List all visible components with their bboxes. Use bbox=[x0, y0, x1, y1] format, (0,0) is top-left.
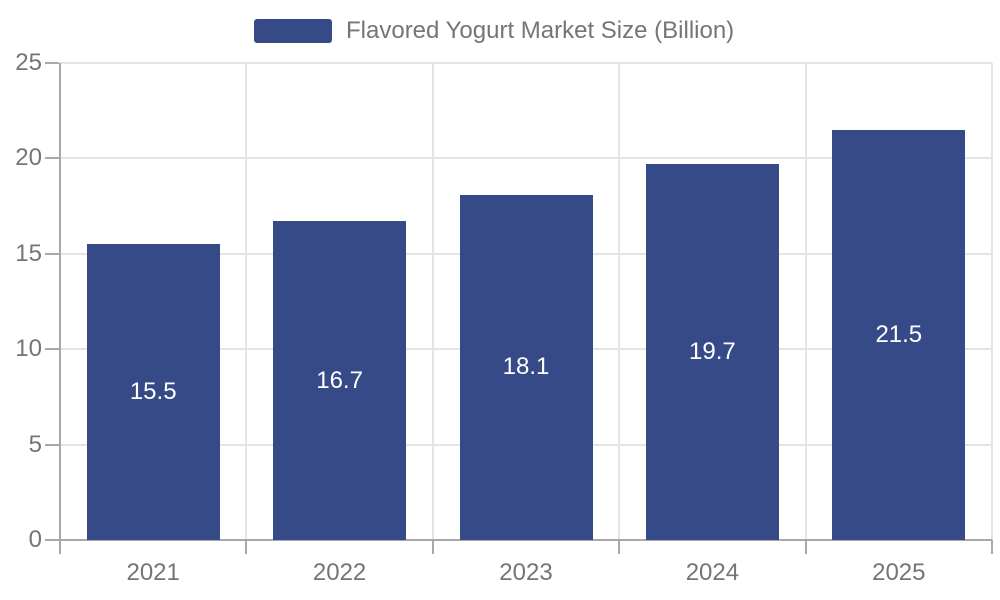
x-axis-tick-label: 2025 bbox=[872, 559, 926, 586]
legend-label: Flavored Yogurt Market Size (Billion) bbox=[346, 17, 735, 44]
y-axis-tick-label: 20 bbox=[15, 144, 42, 172]
bar-2025[interactable]: 21.5 bbox=[832, 129, 966, 540]
legend-swatch bbox=[254, 19, 332, 43]
gridline-horizontal bbox=[60, 62, 992, 64]
y-axis-tick bbox=[45, 348, 59, 351]
gridline-vertical bbox=[991, 63, 993, 540]
x-axis-tick bbox=[991, 540, 993, 554]
x-axis-tick bbox=[59, 540, 61, 554]
y-axis-tick-label: 0 bbox=[28, 526, 42, 553]
bar-value-label: 15.5 bbox=[129, 378, 177, 406]
x-axis-tick-label: 2021 bbox=[126, 559, 180, 586]
gridline-vertical bbox=[245, 63, 248, 540]
bar-value-label: 21.5 bbox=[875, 320, 923, 348]
bar-2023[interactable]: 18.1 bbox=[459, 194, 593, 540]
x-axis-line bbox=[60, 539, 992, 541]
y-axis-line bbox=[59, 63, 61, 540]
y-axis-tick-label: 25 bbox=[15, 49, 42, 76]
y-axis-tick bbox=[45, 157, 59, 160]
y-axis-tick bbox=[45, 539, 59, 541]
bar-2024[interactable]: 19.7 bbox=[645, 164, 779, 540]
gridline-vertical bbox=[618, 63, 621, 540]
gridline-horizontal bbox=[60, 157, 992, 160]
x-axis-tick bbox=[804, 540, 807, 554]
x-axis-tick bbox=[431, 540, 434, 554]
x-axis-tick bbox=[618, 540, 621, 554]
y-axis-tick-label: 5 bbox=[28, 430, 42, 458]
y-axis-tick bbox=[45, 443, 59, 446]
bar-value-label: 19.7 bbox=[689, 338, 736, 366]
x-axis-tick-label: 2023 bbox=[499, 559, 553, 586]
y-axis-tick-label: 10 bbox=[15, 335, 42, 363]
legend-item[interactable]: Flavored Yogurt Market Size (Billion) bbox=[254, 17, 734, 45]
gridline-vertical bbox=[804, 63, 807, 540]
x-axis-tick-label: 2024 bbox=[685, 559, 740, 586]
bar-2021[interactable]: 15.5 bbox=[86, 244, 220, 540]
gridline-vertical bbox=[431, 63, 434, 540]
x-axis-tick bbox=[245, 540, 248, 554]
y-axis-tick-label: 15 bbox=[15, 239, 42, 267]
bar-2022[interactable]: 16.7 bbox=[273, 221, 407, 540]
y-axis-tick bbox=[45, 62, 59, 64]
bar-value-label: 16.7 bbox=[316, 366, 363, 394]
x-axis-tick-label: 2022 bbox=[312, 559, 367, 586]
bar-value-label: 18.1 bbox=[502, 353, 550, 381]
y-axis-tick bbox=[45, 252, 59, 255]
